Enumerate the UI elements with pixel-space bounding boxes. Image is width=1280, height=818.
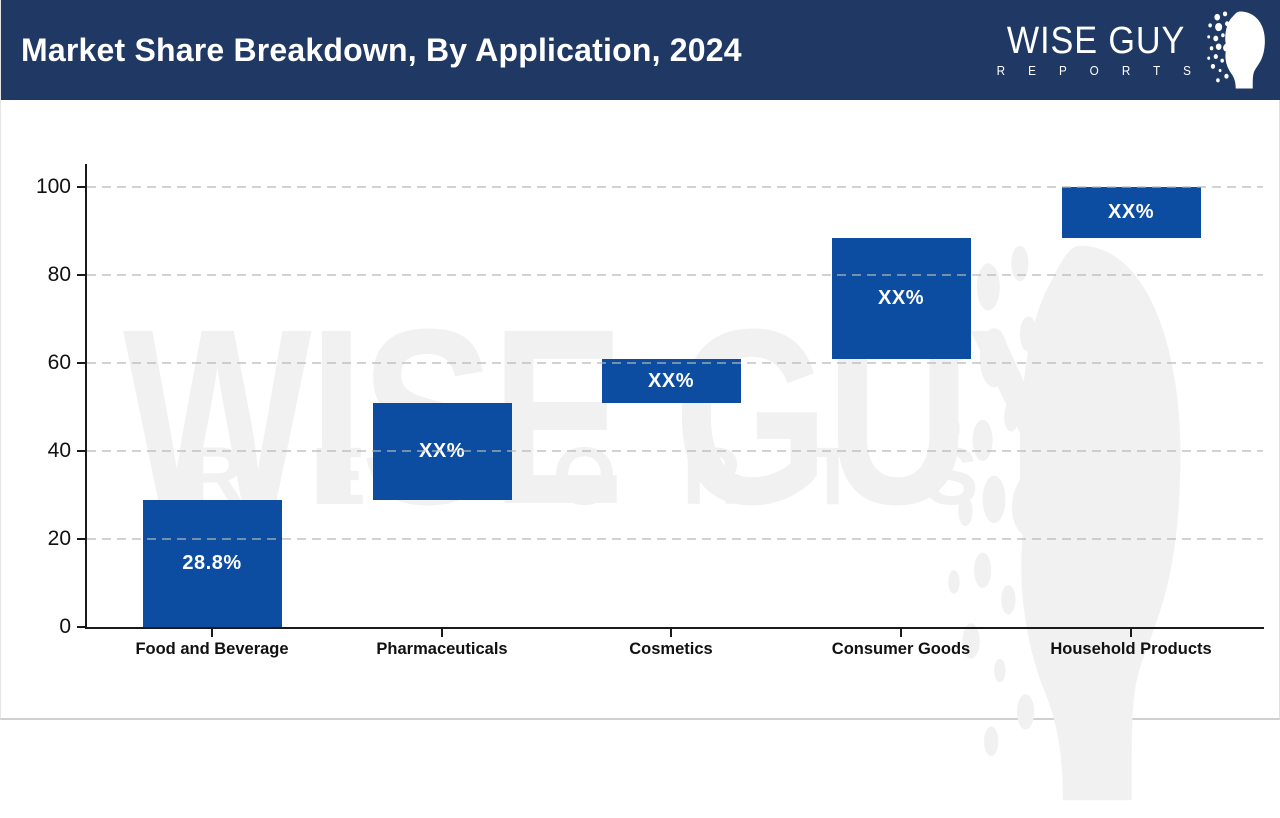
bar-value-label: XX% [878, 287, 924, 310]
y-tick-label: 100 [35, 175, 71, 198]
chart-bar: XX% [831, 238, 971, 360]
dotted-face-profile-icon [1207, 11, 1265, 89]
chart-title: Market Share Breakdown, By Application, … [21, 31, 742, 68]
chart-bar: XX% [601, 359, 741, 404]
x-axis-tick-mark [670, 629, 672, 637]
grid-line [87, 274, 1263, 276]
grid-line [87, 450, 1263, 452]
y-axis-tick-mark [77, 362, 85, 364]
x-axis-tick-mark [1130, 629, 1132, 637]
y-tick-label: 40 [47, 439, 71, 462]
x-tick-label: Pharmaceuticals [376, 640, 508, 658]
grid-line [87, 362, 1263, 364]
y-tick-label: 60 [47, 351, 71, 374]
x-tick-label: Household Products [1050, 640, 1212, 658]
report-chart-canvas: Market Share Breakdown, By Application, … [0, 0, 1280, 801]
logo-text: WISE GUY R E P O R T S [991, 22, 1201, 78]
y-axis-tick-mark [77, 450, 85, 452]
x-axis-tick-mark [900, 629, 902, 637]
x-tick-label: Consumer Goods [831, 640, 971, 658]
logo-brand-name: WISE GUY [1007, 20, 1186, 62]
grid-line [87, 538, 1263, 540]
header-band: Market Share Breakdown, By Application, … [1, 0, 1280, 100]
y-axis-tick-mark [77, 274, 85, 276]
y-axis-tick-mark [77, 626, 85, 628]
logo-brand-subtitle: R E P O R T S [996, 63, 1201, 78]
bar-value-label: 28.8% [182, 552, 242, 575]
wise-guy-reports-logo: WISE GUY R E P O R T S [968, 9, 1267, 91]
y-axis-tick-mark [77, 538, 85, 540]
x-axis-line [85, 627, 1264, 629]
bar-value-label: XX% [648, 369, 694, 392]
plot-area: 0 20 40 60 80 100 Food and Beverage 28.8% Pharma… [1, 0, 1279, 718]
x-tick-label: Food and Beverage [135, 640, 289, 658]
x-axis-tick-mark [441, 629, 443, 637]
watermark-brand-subtext: REPORTS [186, 431, 1045, 522]
y-tick-label: 80 [47, 263, 71, 286]
x-tick-label: Cosmetics [629, 640, 713, 658]
x-axis-tick-mark [211, 629, 213, 637]
bar-value-label: XX% [1108, 201, 1154, 224]
y-axis-tick-mark [77, 186, 85, 188]
y-axis-line [85, 164, 87, 629]
chart-bar: XX% [1061, 187, 1201, 239]
y-tick-label: 0 [59, 615, 71, 638]
grid-line [87, 186, 1263, 188]
chart-bar: 28.8% [142, 500, 282, 627]
y-tick-label: 20 [47, 527, 71, 550]
